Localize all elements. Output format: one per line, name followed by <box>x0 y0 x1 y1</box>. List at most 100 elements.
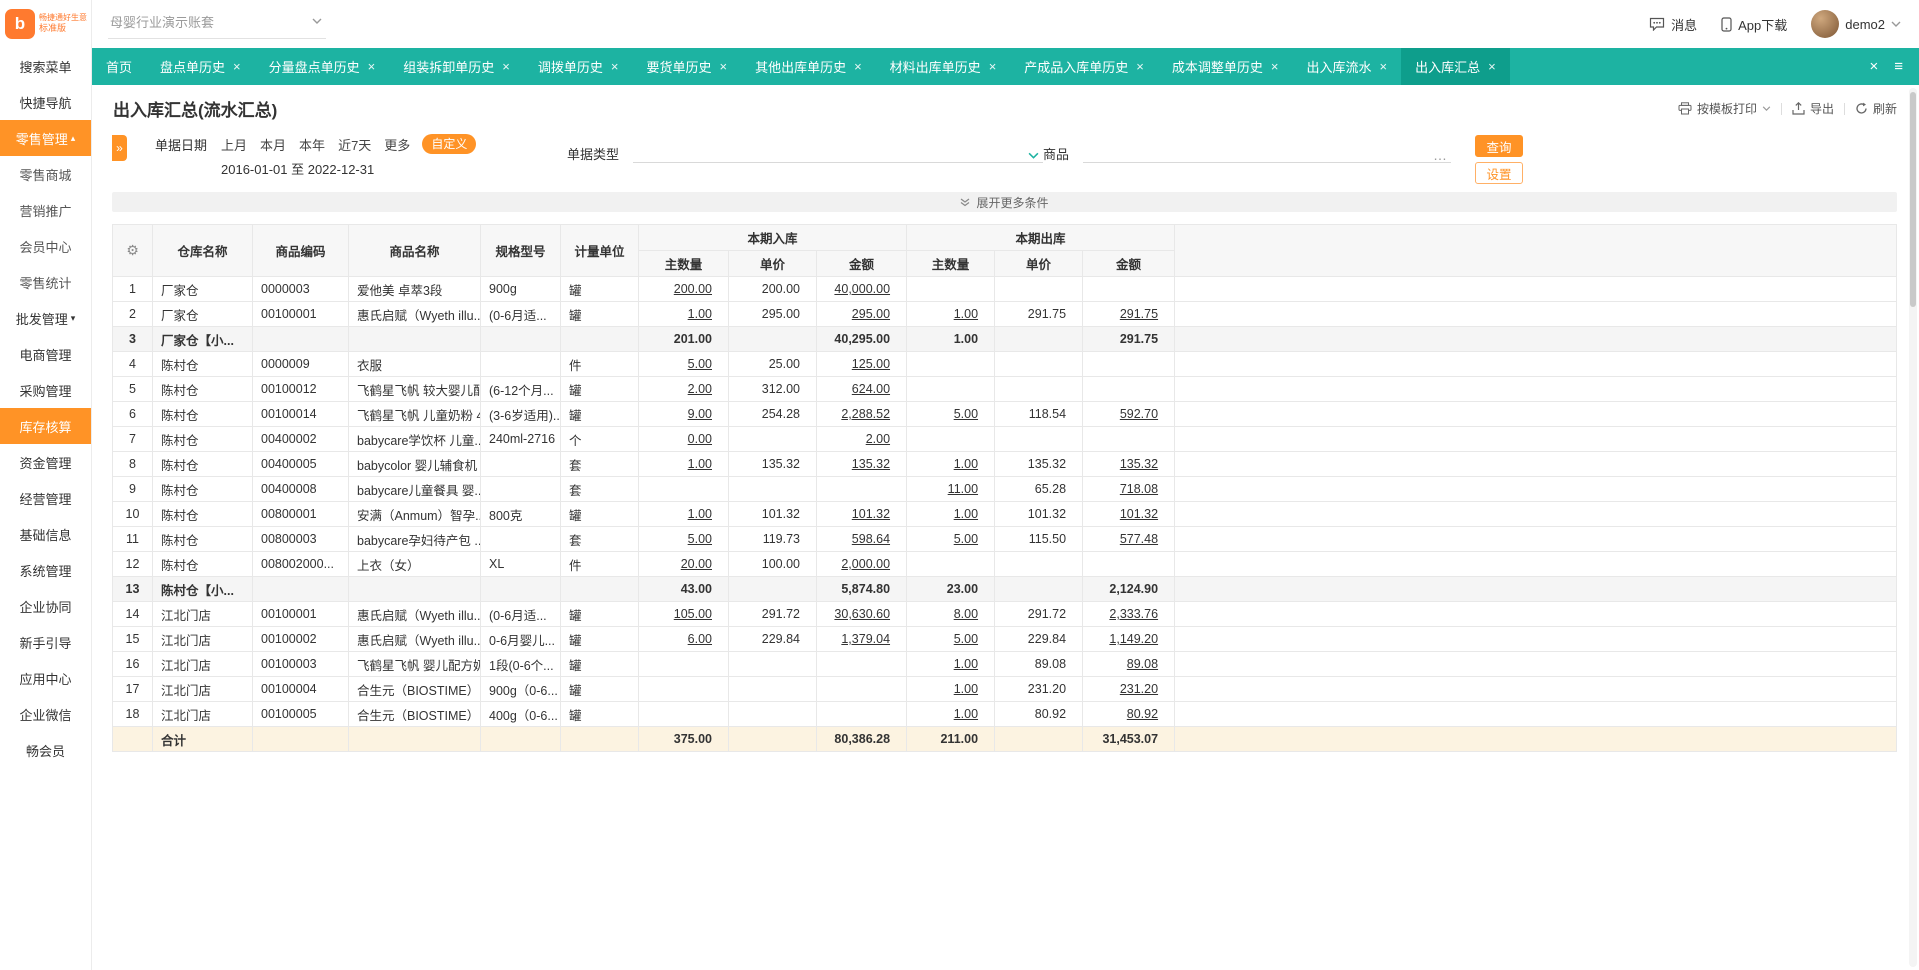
tab-menu-icon[interactable]: ≡ <box>1894 58 1903 75</box>
drilldown-link[interactable]: 2.00 <box>865 432 891 446</box>
drilldown-link[interactable]: 9.00 <box>687 407 712 421</box>
drilldown-link[interactable]: 1.00 <box>687 507 712 521</box>
settings-button[interactable]: 设置 <box>1475 162 1523 184</box>
tab-finished-inbound-history[interactable]: 产成品入库单历史 × <box>1010 48 1158 85</box>
date-quick-link[interactable]: 本月 <box>260 137 287 153</box>
export-button[interactable]: 导出 <box>1792 100 1834 117</box>
drilldown-link[interactable]: 200.00 <box>673 282 712 296</box>
user-menu[interactable]: demo2 <box>1811 10 1901 38</box>
table-row[interactable]: 17 江北门店 00100004 合生元（BIOSTIME）... 900g（0-6..… <box>112 676 1897 702</box>
drilldown-link[interactable]: 5.00 <box>953 632 979 646</box>
doc-type-select[interactable] <box>633 141 1043 163</box>
drilldown-link[interactable]: 2.00 <box>687 382 712 396</box>
tab-close-icon[interactable]: × <box>1379 59 1388 74</box>
table-row[interactable]: 1 厂家仓 0000003 爱他美 卓萃3段 900g 罐 200.00 200.00 40,0… <box>112 276 1897 302</box>
drilldown-link[interactable]: 1.00 <box>953 457 979 471</box>
sidebar-item-enterprise-collab[interactable]: 企业协同 <box>0 588 91 624</box>
sidebar-item-funds-mgmt[interactable]: 资金管理 <box>0 444 91 480</box>
sidebar-item-retail-mall[interactable]: 零售商城 <box>0 156 91 192</box>
table-row[interactable]: 18 江北门店 00100005 合生元（BIOSTIME）... 400g（0-6..… <box>112 701 1897 727</box>
drilldown-link[interactable]: 1.00 <box>953 707 979 721</box>
tab-close-icon[interactable]: × <box>610 59 619 74</box>
drilldown-link[interactable]: 1.00 <box>953 507 979 521</box>
sidebar-item-app-center[interactable]: 应用中心 <box>0 660 91 696</box>
tab-goods-request-history[interactable]: 要货单历史 × <box>632 48 741 85</box>
drilldown-link[interactable]: 295.00 <box>851 307 891 321</box>
drilldown-link[interactable]: 2,333.76 <box>1109 607 1159 621</box>
vertical-scrollbar[interactable] <box>1909 88 1917 967</box>
drilldown-link[interactable]: 1,149.20 <box>1109 632 1159 646</box>
drilldown-link[interactable]: 30,630.60 <box>834 607 891 621</box>
subtotal-row[interactable]: 3 厂家仓【小... 201.00 40,295.00 1.00 291.75 <box>112 326 1897 352</box>
drilldown-link[interactable]: 0.00 <box>687 432 712 446</box>
tab-assembly-history[interactable]: 组装拆卸单历史 × <box>389 48 524 85</box>
sidebar-item-operation-mgmt[interactable]: 经营管理 <box>0 480 91 516</box>
tab-close-icon[interactable]: × <box>502 59 510 74</box>
sidebar-item-retail-mgmt[interactable]: 零售管理 ▴ <box>0 120 91 156</box>
table-row[interactable]: 9 陈村仓 00400008 babycare儿童餐具 婴... 套 11.00 65.28… <box>112 476 1897 502</box>
custom-date-badge[interactable]: 自定义 <box>422 134 477 154</box>
account-select[interactable]: 母婴行业演示账套 <box>108 10 326 39</box>
drilldown-link[interactable]: 5.00 <box>953 532 979 546</box>
search-button[interactable]: 查询 <box>1475 135 1523 157</box>
date-quick-link[interactable]: 更多 <box>384 137 411 153</box>
sidebar-item-member-center[interactable]: 会员中心 <box>0 228 91 264</box>
sidebar-item-wholesale-mgmt[interactable]: 批发管理 ▾ <box>0 300 91 336</box>
drilldown-link[interactable]: 125.00 <box>851 357 891 371</box>
tab-close-icon[interactable]: × <box>1270 59 1279 74</box>
messages-button[interactable]: 消息 <box>1649 15 1697 34</box>
product-input[interactable]: … <box>1083 141 1451 163</box>
expand-filter-panel-button[interactable]: » <box>112 135 127 161</box>
column-settings-header[interactable]: ⚙ <box>112 224 153 277</box>
tab-other-outbound-history[interactable]: 其他出库单历史 × <box>741 48 876 85</box>
date-quick-link[interactable]: 上月 <box>221 137 248 153</box>
expand-more-conditions[interactable]: 展开更多条件 <box>112 192 1897 212</box>
drilldown-link[interactable]: 1.00 <box>953 682 979 696</box>
tab-material-outbound-history[interactable]: 材料出库单历史 × <box>876 48 1011 85</box>
drilldown-link[interactable]: 105.00 <box>673 607 712 621</box>
tab-home[interactable]: 首页 <box>92 48 146 85</box>
sidebar-item-purchase-mgmt[interactable]: 采购管理 <box>0 372 91 408</box>
drilldown-link[interactable]: 1.00 <box>953 657 979 671</box>
refresh-button[interactable]: 刷新 <box>1855 100 1897 117</box>
drilldown-link[interactable]: 40,000.00 <box>834 282 891 296</box>
tab-close-icon[interactable]: × <box>367 59 376 74</box>
table-row[interactable]: 10 陈村仓 00800001 安满（Anmum）智孕... 800克罐 1.00 101.… <box>112 501 1897 527</box>
tab-count-history[interactable]: 盘点单历史 × <box>146 48 255 85</box>
drilldown-link[interactable]: 624.00 <box>851 382 891 396</box>
tab-close-icon[interactable]: × <box>854 59 862 74</box>
table-row[interactable]: 12 陈村仓 008002000... 上衣（女） XL 件 20.00 100.00 2,00… <box>112 551 1897 577</box>
tab-inout-summary[interactable]: 出入库汇总 × <box>1401 48 1510 85</box>
drilldown-link[interactable]: 80.92 <box>1126 707 1159 721</box>
tab-inout-flow[interactable]: 出入库流水 × <box>1293 48 1402 85</box>
sidebar-item-beginner-guide[interactable]: 新手引导 <box>0 624 91 660</box>
date-range-value[interactable]: 2016-01-01 至 2022-12-31 <box>221 161 375 177</box>
sidebar-item-basic-info[interactable]: 基础信息 <box>0 516 91 552</box>
drilldown-link[interactable]: 135.32 <box>851 457 891 471</box>
drilldown-link[interactable]: 5.00 <box>687 532 712 546</box>
tab-close-icon[interactable]: × <box>1136 59 1144 74</box>
drilldown-link[interactable]: 2,288.52 <box>841 407 891 421</box>
drilldown-link[interactable]: 1.00 <box>687 307 712 321</box>
tab-close-icon[interactable]: × <box>233 59 241 74</box>
drilldown-link[interactable]: 1,379.04 <box>841 632 891 646</box>
drilldown-link[interactable]: 6.00 <box>687 632 712 646</box>
date-quick-link[interactable]: 近7天 <box>338 137 372 153</box>
sidebar-item-ecommerce-mgmt[interactable]: 电商管理 <box>0 336 91 372</box>
drilldown-link[interactable]: 598.64 <box>851 532 891 546</box>
drilldown-link[interactable]: 8.00 <box>953 607 979 621</box>
drilldown-link[interactable]: 577.48 <box>1119 532 1159 546</box>
total-row[interactable]: 合计 375.00 80,386.28 211.00 31,453.07 <box>112 726 1897 752</box>
print-by-template-button[interactable]: 按模板打印 <box>1678 100 1771 117</box>
tab-close-icon[interactable]: × <box>1488 59 1496 74</box>
gear-icon[interactable]: ⚙ <box>126 242 139 258</box>
sidebar-item-marketing-promo[interactable]: 营销推广 <box>0 192 91 228</box>
table-row[interactable]: 6 陈村仓 00100014 飞鹤星飞帆 儿童奶粉 4... (3-6岁适用)... 罐 9… <box>112 401 1897 427</box>
table-row[interactable]: 2 厂家仓 00100001 惠氏启赋（Wyeth illu... (0-6月适... 罐… <box>112 301 1897 327</box>
drilldown-link[interactable]: 135.32 <box>1119 457 1159 471</box>
drilldown-link[interactable]: 592.70 <box>1119 407 1159 421</box>
table-row[interactable]: 14 江北门店 00100001 惠氏启赋（Wyeth illu... (0-6月适..… <box>112 601 1897 627</box>
table-row[interactable]: 4 陈村仓 0000009 衣服 件 5.00 25.00 125.00 <box>112 351 1897 377</box>
